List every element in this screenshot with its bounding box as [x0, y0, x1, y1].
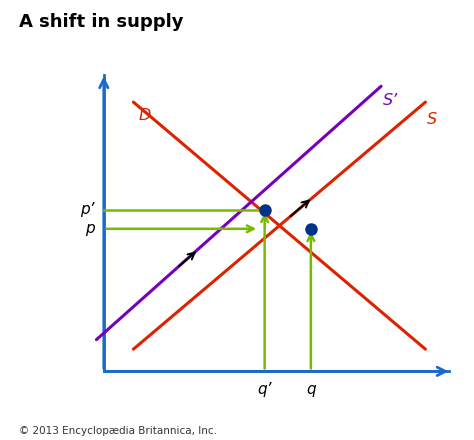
Text: © 2013 Encyclopædia Britannica, Inc.: © 2013 Encyclopædia Britannica, Inc.	[19, 425, 217, 436]
Text: D: D	[139, 108, 151, 123]
Text: q’: q’	[257, 382, 272, 397]
Text: q: q	[306, 382, 316, 397]
Text: S’: S’	[383, 92, 398, 107]
Text: A shift in supply: A shift in supply	[19, 13, 183, 31]
Text: p: p	[85, 221, 94, 236]
Text: S: S	[427, 112, 438, 127]
Text: p’: p’	[80, 202, 94, 217]
